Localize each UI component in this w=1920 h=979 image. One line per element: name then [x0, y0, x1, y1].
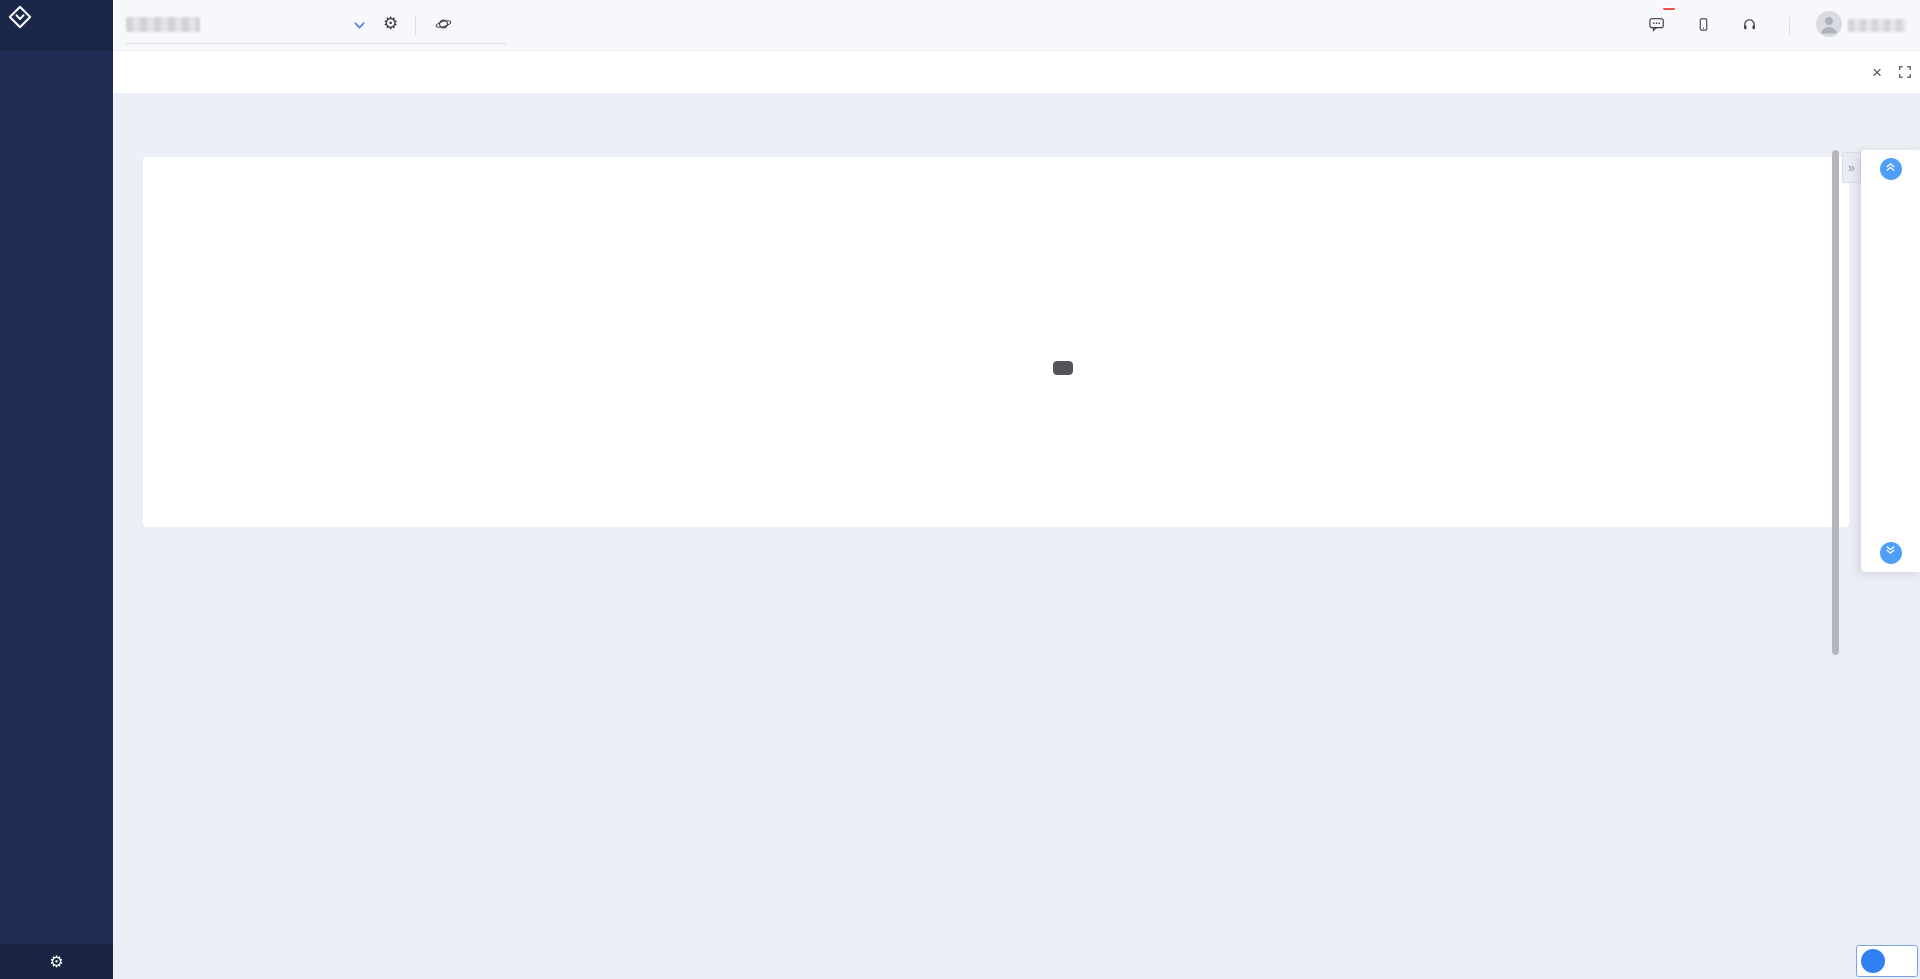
- ime-logo[interactable]: [1861, 949, 1885, 973]
- phone-icon: [1697, 17, 1710, 35]
- messages-button[interactable]: [1649, 7, 1675, 35]
- chevron-down-icon[interactable]: [352, 18, 367, 38]
- collapse-year-panel-button[interactable]: »: [1842, 152, 1861, 183]
- planet-icon: [435, 16, 452, 35]
- avatar: [1816, 11, 1842, 40]
- headset-icon: [1742, 17, 1757, 35]
- year-panel: [1861, 150, 1920, 572]
- sidebar: ⚙: [0, 0, 113, 979]
- chart-panel: [143, 157, 1849, 527]
- year-list: [1861, 180, 1920, 542]
- chat-bubble-icon: [1649, 17, 1665, 35]
- topbar-divider: [1789, 16, 1790, 35]
- input-method-bar: [1856, 945, 1918, 977]
- profit-chart-svg: [143, 157, 1849, 527]
- chart-tooltip: [1053, 361, 1073, 375]
- message-count-badge: [1663, 7, 1675, 10]
- vertical-scrollbar[interactable]: [1832, 150, 1839, 655]
- gear-icon[interactable]: ⚙: [383, 14, 399, 33]
- app-logo-icon: [8, 5, 32, 34]
- app-logo-block: [0, 0, 113, 51]
- close-icon[interactable]: ×: [1872, 62, 1882, 82]
- user-account[interactable]: [1816, 11, 1906, 40]
- topbar: ⚙: [113, 0, 1920, 51]
- tabs: [113, 51, 1920, 93]
- tab-bar: ×: [113, 51, 1920, 93]
- app-download-button[interactable]: [1697, 17, 1716, 35]
- scroll-years-up-button[interactable]: [1879, 158, 1902, 180]
- username-redacted: [1848, 19, 1906, 32]
- demo-link[interactable]: [435, 0, 459, 51]
- fullscreen-icon[interactable]: [1898, 65, 1912, 79]
- double-chevron-up-icon: [1884, 160, 1897, 178]
- topbar-divider: [415, 15, 416, 35]
- company-selector-redacted[interactable]: [126, 17, 200, 32]
- profit-chart[interactable]: [143, 157, 1849, 527]
- double-chevron-right-icon: »: [1847, 160, 1856, 175]
- online-service-button[interactable]: [1742, 17, 1763, 35]
- company-selector-underline: [126, 43, 506, 44]
- sidebar-settings-gear-icon[interactable]: ⚙: [0, 944, 113, 979]
- scroll-years-down-button[interactable]: [1879, 542, 1902, 564]
- double-chevron-down-icon: [1884, 544, 1897, 562]
